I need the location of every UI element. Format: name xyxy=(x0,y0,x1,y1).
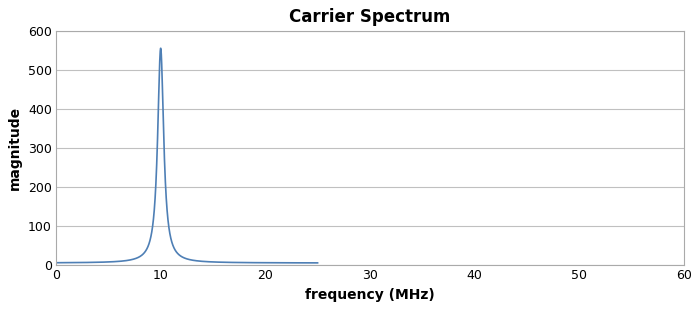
Title: Carrier Spectrum: Carrier Spectrum xyxy=(289,8,451,26)
X-axis label: frequency (MHz): frequency (MHz) xyxy=(305,288,435,302)
Y-axis label: magnitude: magnitude xyxy=(8,106,22,190)
